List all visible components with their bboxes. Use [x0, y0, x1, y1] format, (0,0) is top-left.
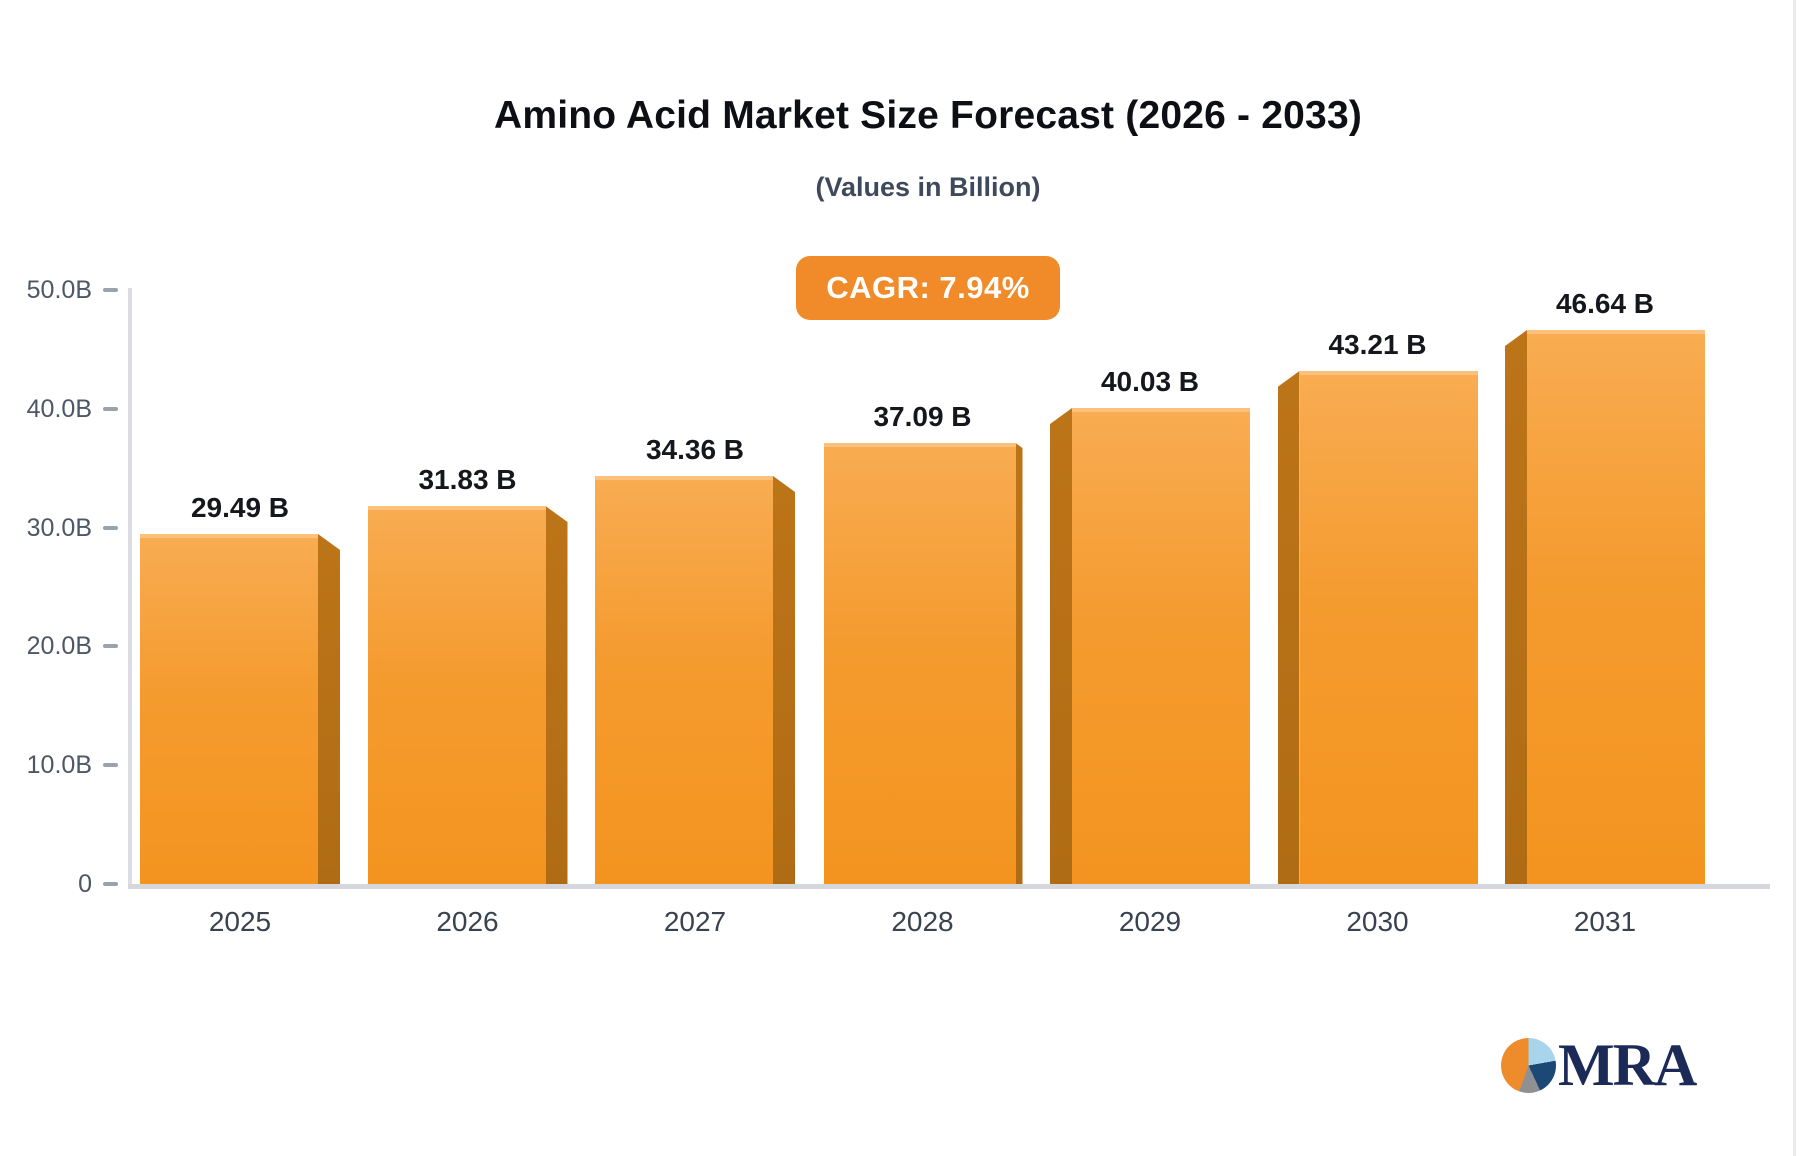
y-tick-label: 0	[78, 870, 92, 898]
x-tick-label-2030: 2030	[1346, 906, 1409, 937]
bar-side-3d-2030	[1277, 371, 1300, 884]
logo-pie-chart-icon	[1501, 1038, 1556, 1093]
bar-2029	[1072, 408, 1250, 884]
y-tick-mark	[103, 406, 118, 411]
y-tick-label: 30.0B	[26, 513, 92, 542]
y-tick-label: 20.0B	[26, 632, 92, 661]
bar-value-label: 40.03 B	[1100, 366, 1200, 397]
bar-value-label: 31.83 B	[418, 464, 517, 495]
x-tick-label-2026: 2026	[436, 906, 499, 937]
cagr-badge-row: CAGR: 7.94%	[56, 256, 1800, 320]
bar-side-3d-2026	[545, 506, 568, 884]
bar-2027	[595, 476, 773, 884]
y-tick-label: 50.0B	[26, 276, 92, 304]
bar-2031	[1527, 330, 1705, 884]
bar-2026	[367, 506, 546, 884]
bar-value-label: 29.49 B	[190, 492, 290, 523]
bar-side-3d-2031	[1505, 330, 1527, 884]
x-axis-line	[128, 884, 1770, 889]
y-axis-line	[128, 288, 132, 889]
y-tick-mark	[103, 763, 118, 768]
bar-2030	[1299, 371, 1478, 884]
bar-side-3d-2025	[318, 534, 340, 884]
chart-subtitle: (Values in Billion)	[815, 172, 1041, 202]
brand-logo: MRA	[1501, 1032, 1697, 1098]
bar-side-3d-2028	[1015, 443, 1023, 884]
x-tick-label-2027: 2027	[663, 906, 727, 937]
y-tick-mark	[103, 525, 118, 530]
x-tick-label-2025: 2025	[208, 906, 272, 937]
x-tick-label-2029: 2029	[1118, 906, 1182, 937]
bar-2028	[823, 443, 1016, 884]
y-tick-label: 10.0B	[26, 751, 92, 780]
chart-title: Amino Acid Market Size Forecast (2026 - …	[493, 94, 1363, 137]
y-tick-mark	[103, 288, 118, 292]
y-tick-label: 40.0B	[26, 394, 92, 423]
bar-value-label: 37.09 B	[873, 401, 972, 432]
x-tick-label-2028: 2028	[891, 906, 954, 937]
y-tick-mark	[103, 644, 118, 649]
bar-value-label: 34.36 B	[645, 434, 745, 465]
cagr-badge: CAGR: 7.94%	[796, 256, 1060, 320]
bar-side-3d-2029	[1050, 408, 1072, 884]
screen-right-edge	[1793, 0, 1796, 1156]
logo-text: MRA	[1558, 1032, 1697, 1098]
bar-2025	[140, 534, 318, 884]
x-tick-label-2031: 2031	[1573, 906, 1637, 937]
y-tick-mark	[103, 882, 118, 886]
bar-value-label: 46.64 B	[1555, 288, 1655, 319]
bar-side-3d-2027	[773, 476, 795, 884]
bar-value-label: 43.21 B	[1328, 329, 1427, 360]
